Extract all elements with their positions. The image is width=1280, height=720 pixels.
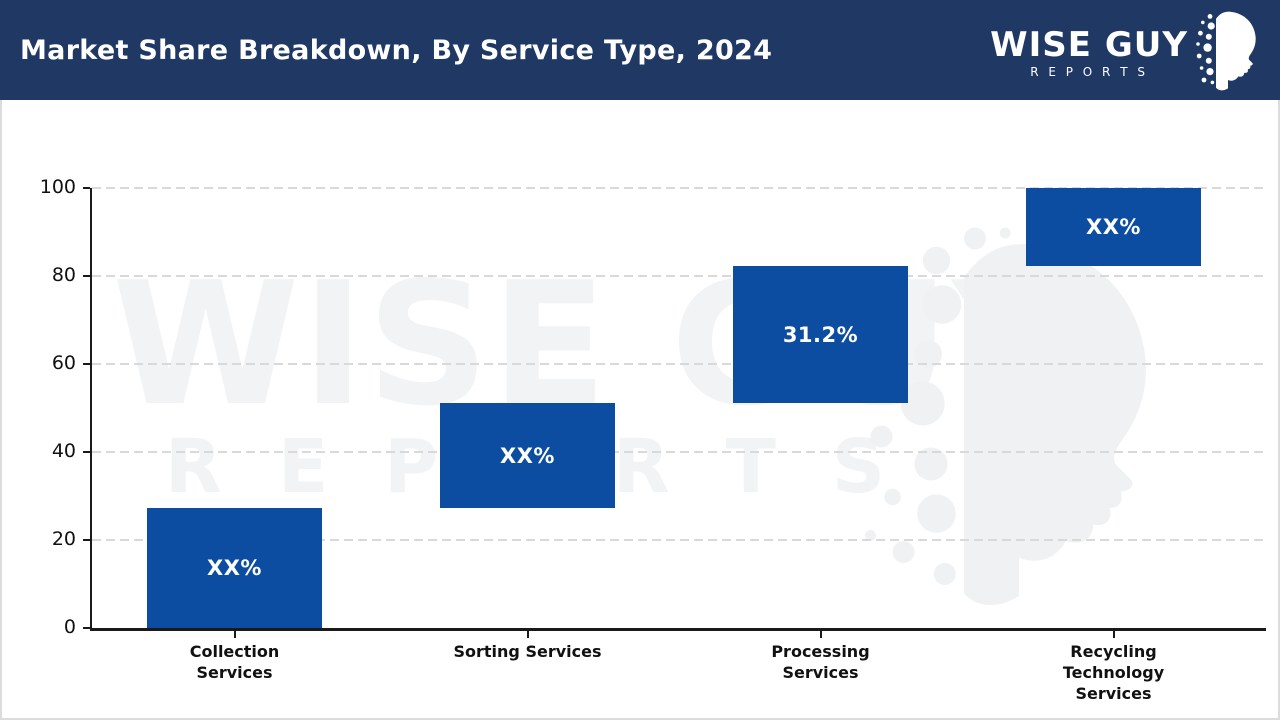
x-axis-category-label: Processing Services [771,642,870,682]
x-axis-tick-mark [233,631,236,638]
bar-value-label: XX% [500,443,555,468]
x-axis-category-label: Recycling Technology Services [1062,642,1165,703]
gridline-20 [92,539,1266,541]
y-axis-tick-mark [83,451,90,453]
logo-subtitle: R E P O R T S [1030,65,1148,79]
y-axis-tick-mark [83,539,90,541]
waterfall-bar: XX% [1026,188,1201,266]
waterfall-bar: 31.2% [733,265,908,404]
x-axis-tick-mark [1112,631,1115,638]
bar-value-label: XX% [1086,214,1141,239]
y-axis-tick-mark [83,187,90,189]
y-axis-tick-mark [83,627,90,629]
logo: WISE GUY R E P O R T S [990,8,1266,92]
y-axis-tick-mark [83,275,90,277]
bar-value-label: XX% [207,555,262,580]
content-frame: WISE GUY R E P O R T S 020406080100XX%Co… [0,100,1280,720]
watermark-head-icon [859,227,1146,606]
logo-head-icon [1196,11,1256,91]
y-axis-tick-label: 40 [51,440,76,462]
gridline-100 [92,187,1266,189]
page-title: Market Share Breakdown, By Service Type,… [20,34,773,66]
waterfall-bar: XX% [147,507,322,628]
gridline-80 [92,275,1266,277]
gridline-40 [92,451,1266,453]
x-axis-tick-mark [819,631,822,638]
header: Market Share Breakdown, By Service Type,… [0,0,1280,100]
x-axis-tick-mark [526,631,529,638]
plot-area: 0 20 40 60 80 100 XX% Collection Services XX% Sor… [40,178,1266,703]
logo-text: WISE GUY R E P O R T S [990,28,1188,78]
y-axis-tick-label: 0 [63,616,76,638]
waterfall-bar: XX% [440,403,615,508]
gridline-60 [92,363,1266,365]
logo-wordmark: WISE GUY [990,25,1188,65]
bar-value-label: 31.2% [782,322,859,347]
y-axis-tick-mark [83,363,90,365]
y-axis-tick-label: 80 [51,264,76,286]
x-axis-category-label: Collection Services [189,642,280,682]
x-axis-category-label: Sorting Services [453,642,602,661]
y-axis-tick-label: 100 [39,176,76,198]
y-axis-tick-label: 20 [51,528,76,550]
y-axis-tick-label: 60 [51,352,76,374]
